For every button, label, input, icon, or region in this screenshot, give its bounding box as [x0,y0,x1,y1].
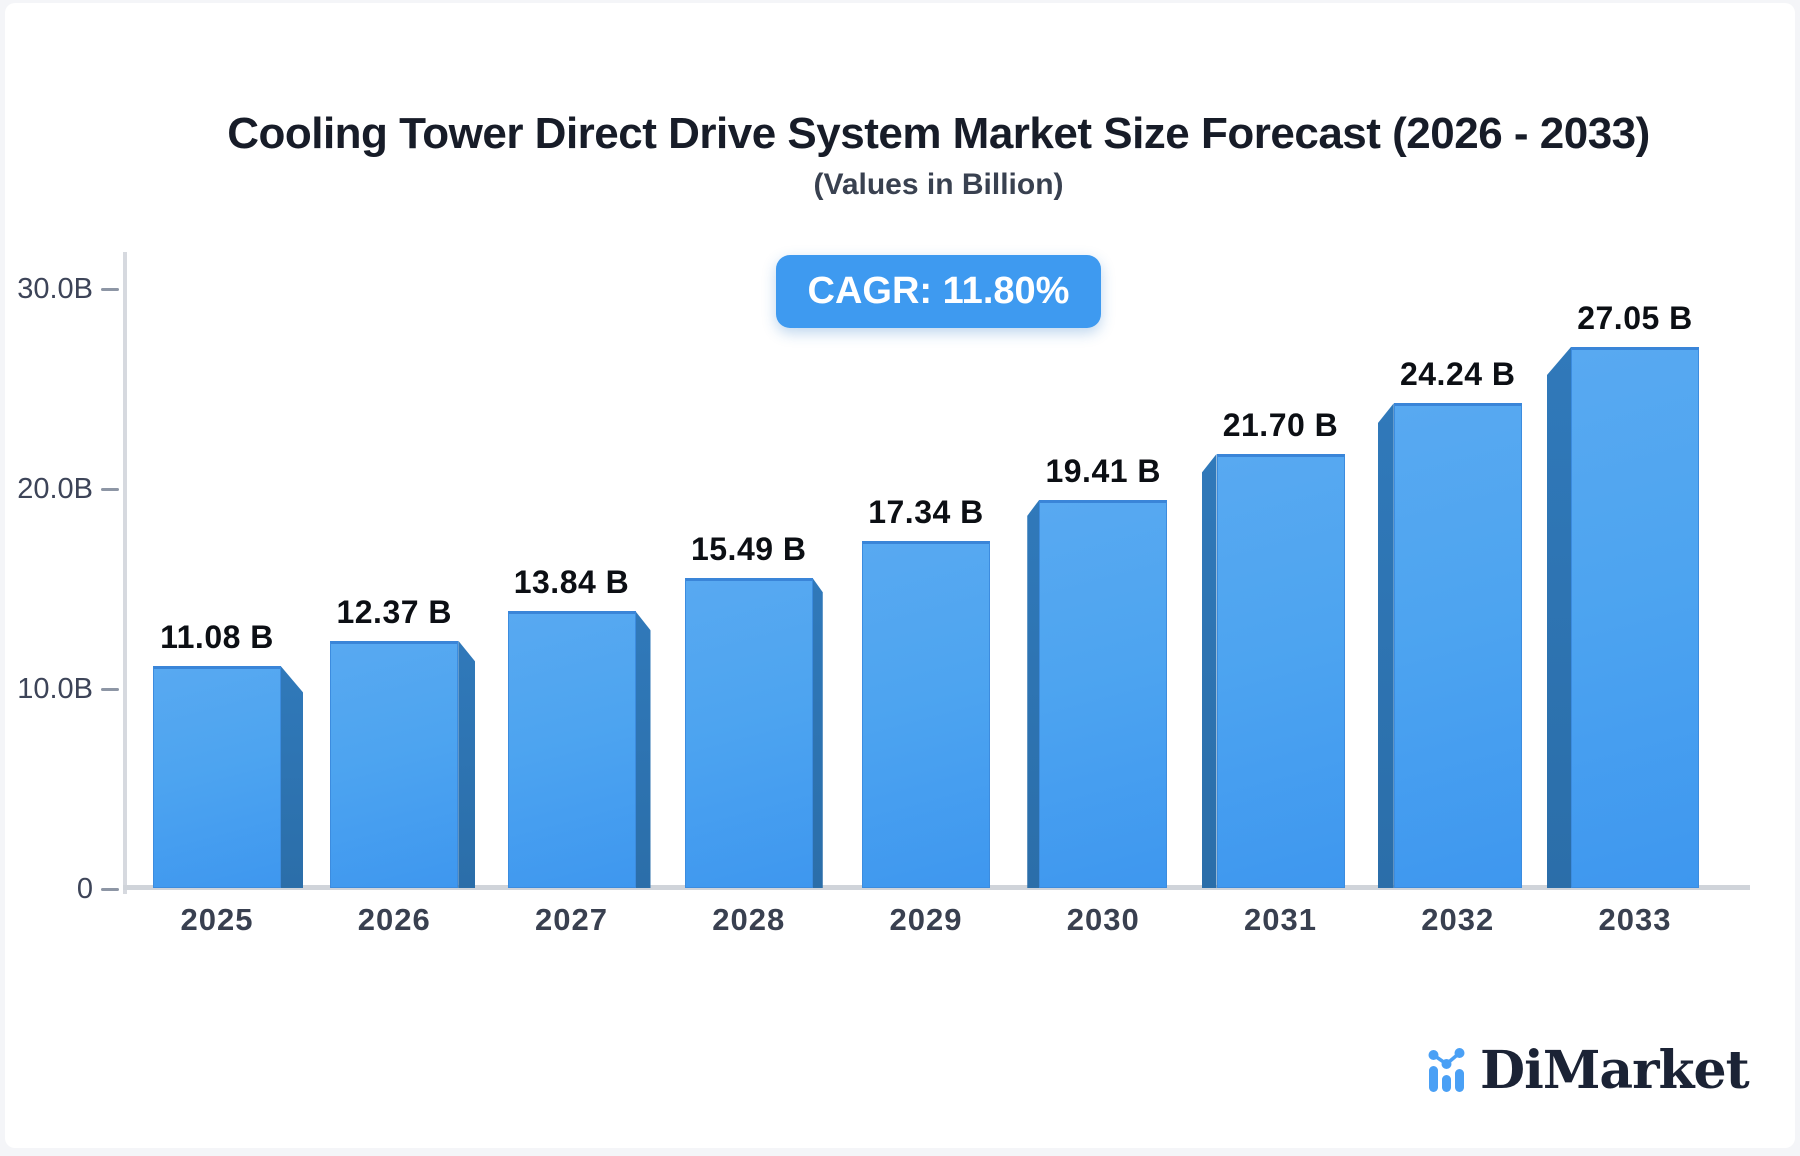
x-axis-label: 2029 [889,902,963,937]
chart-card: Cooling Tower Direct Drive System Market… [5,3,1795,1148]
bar-2033 [1547,347,1699,888]
y-tick-mark [101,288,119,291]
bar-side-face [458,640,476,888]
bar-face [153,666,281,888]
y-tick-mark [101,688,119,691]
bar-face [862,541,990,888]
bar-face [1039,499,1168,888]
x-axis-label: 2033 [1598,902,1672,937]
x-axis-label: 2028 [712,902,786,937]
bar-side-face [1027,499,1040,888]
bar-value-label: 17.34 B [868,494,984,531]
bar-face [1216,454,1345,888]
bar-value-label: 24.24 B [1399,356,1516,393]
y-tick-mark [101,488,119,491]
bar-side-face [812,578,823,888]
bar-value-label: 11.08 B [160,619,274,656]
y-tick-label: 10.0B [17,673,93,705]
bar-face [684,578,813,888]
plot-area: 0 10.0B 20.0B 30.0B 11.08 B 12.37 B 13.84 B 15.… [17,252,1750,905]
bar-2025 [153,666,303,888]
bar-value-label: 19.41 B [1045,452,1162,489]
bar-2028 [684,578,823,888]
bar-2026 [330,640,476,888]
y-tick-label: 30.0B [17,273,93,305]
bar-face [1571,347,1699,888]
y-tick-mark [101,888,119,891]
logo-text: DiMarket [1480,1039,1750,1101]
bar-value-label: 12.37 B [336,593,453,630]
x-axis-label: 2032 [1421,902,1495,937]
x-axis-label: 2027 [535,902,608,937]
bar-value-label: 13.84 B [513,564,630,601]
bar-side-face [1377,403,1394,888]
bar-value-label: 15.49 B [690,531,807,568]
bar-value-label: 27.05 B [1577,300,1693,336]
x-axis-label: 2030 [1066,902,1140,937]
bar-value-label: 21.70 B [1222,407,1339,443]
chart-subtitle: (Values in Billion) [813,168,1064,201]
x-axis-label: 2031 [1244,902,1317,937]
bar-side-face [1547,347,1571,888]
y-axis-line [123,252,127,894]
bar-face [507,611,636,888]
y-tick-label: 20.0B [17,473,93,505]
bar-side-face [635,611,651,888]
bar-2031 [1201,454,1345,888]
y-tick-label: 0 [76,873,93,905]
x-axis-label: 2025 [180,902,254,937]
bar-2029 [862,541,990,888]
cagr-badge: CAGR: 11.80% [775,255,1102,328]
chart-title: Cooling Tower Direct Drive System Market… [227,109,1650,158]
cagr-badge-row: CAGR: 11.80% [127,255,1750,328]
bar-side-face [281,666,303,888]
bar-2030 [1027,499,1168,888]
bar-face [1393,403,1522,888]
x-axis-label: 2026 [357,902,431,937]
bar-2027 [507,611,651,888]
bar-face [330,640,459,888]
bar-side-face [1201,454,1217,888]
bar-chart-logo-icon [1428,1048,1465,1092]
logo: DiMarket [1425,1039,1750,1101]
bar-2032 [1377,403,1522,888]
